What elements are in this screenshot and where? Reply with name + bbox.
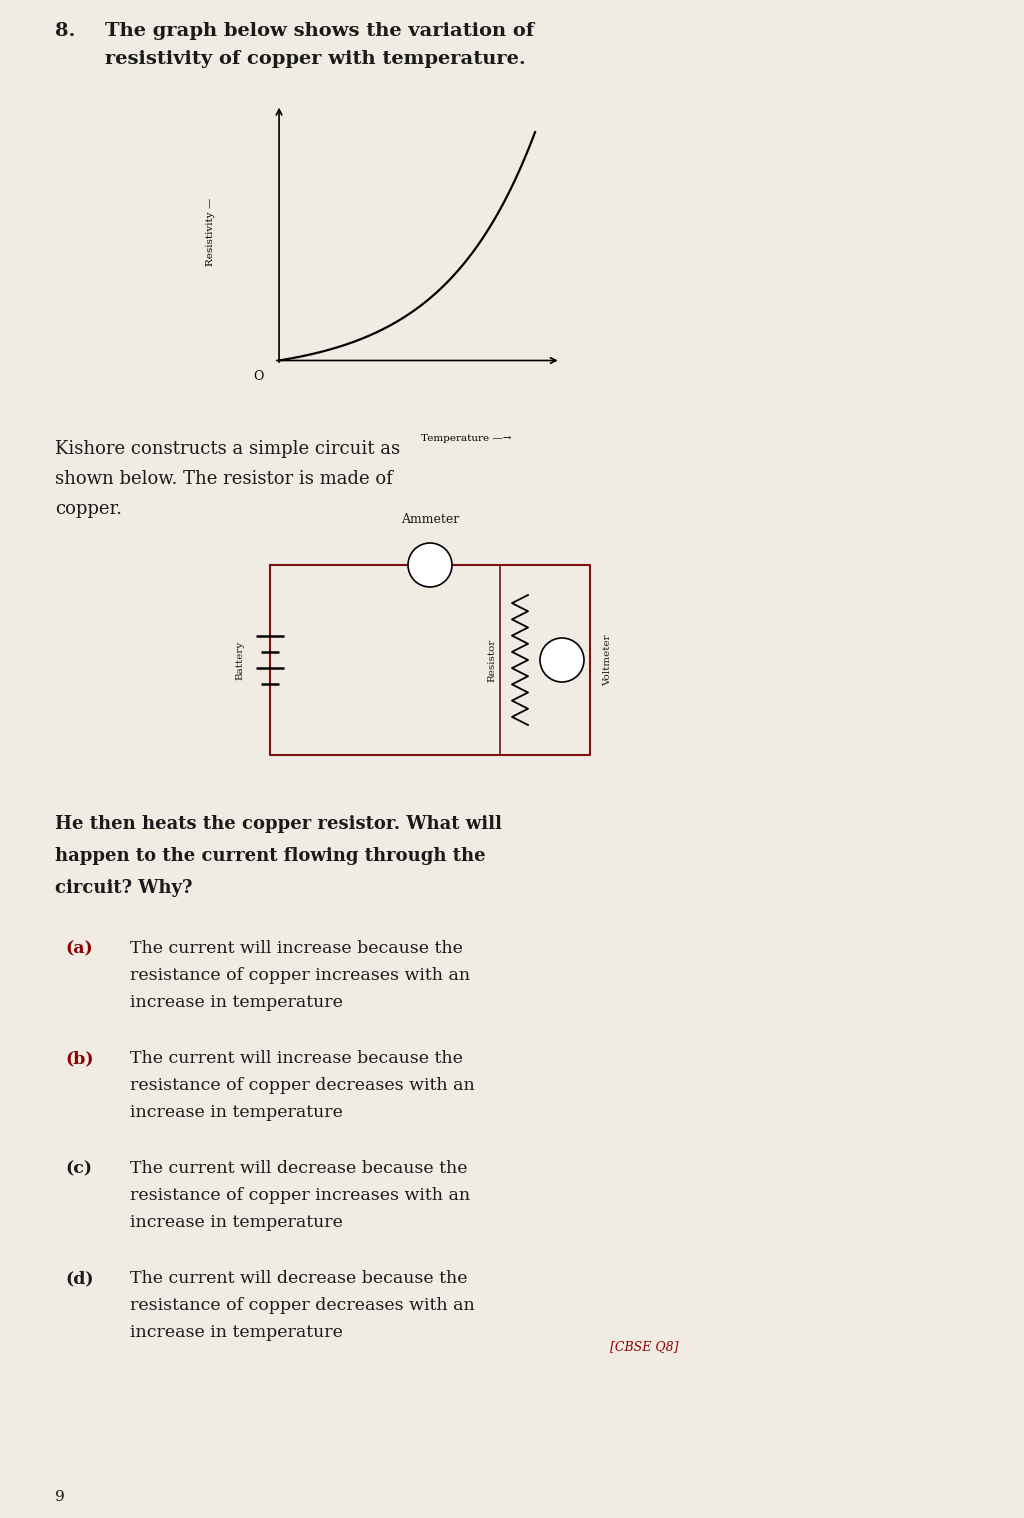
Text: The current will decrease because the: The current will decrease because the [130, 1271, 468, 1287]
Text: Ammeter: Ammeter [400, 513, 459, 527]
Text: resistance of copper increases with an: resistance of copper increases with an [130, 1187, 470, 1204]
Text: increase in temperature: increase in temperature [130, 994, 343, 1011]
Text: resistivity of copper with temperature.: resistivity of copper with temperature. [105, 50, 525, 68]
Circle shape [408, 543, 452, 587]
Text: increase in temperature: increase in temperature [130, 1324, 343, 1340]
Text: He then heats the copper resistor. What will: He then heats the copper resistor. What … [55, 815, 502, 833]
Text: Resistor: Resistor [487, 638, 497, 682]
Text: (a): (a) [65, 940, 92, 956]
Text: Kishore constructs a simple circuit as: Kishore constructs a simple circuit as [55, 440, 400, 458]
Text: 8.: 8. [55, 21, 76, 39]
Text: (c): (c) [65, 1160, 92, 1176]
Text: 9: 9 [55, 1491, 65, 1504]
Text: circuit? Why?: circuit? Why? [55, 879, 193, 897]
Text: increase in temperature: increase in temperature [130, 1104, 343, 1120]
Text: A: A [425, 559, 435, 571]
Text: increase in temperature: increase in temperature [130, 1214, 343, 1231]
Text: [CBSE Q8]: [CBSE Q8] [610, 1340, 679, 1353]
Text: The graph below shows the variation of: The graph below shows the variation of [105, 21, 535, 39]
Text: The current will increase because the: The current will increase because the [130, 1050, 463, 1067]
Text: resistance of copper increases with an: resistance of copper increases with an [130, 967, 470, 984]
Text: Voltmeter: Voltmeter [603, 635, 612, 686]
Text: The current will increase because the: The current will increase because the [130, 940, 463, 956]
Text: V: V [557, 654, 567, 666]
Text: copper.: copper. [55, 499, 122, 518]
Text: (d): (d) [65, 1271, 93, 1287]
Text: Temperature —→: Temperature —→ [421, 434, 511, 443]
Text: (b): (b) [65, 1050, 93, 1067]
Text: The current will decrease because the: The current will decrease because the [130, 1160, 468, 1176]
Text: resistance of copper decreases with an: resistance of copper decreases with an [130, 1296, 475, 1315]
Text: Battery: Battery [236, 641, 245, 680]
Text: resistance of copper decreases with an: resistance of copper decreases with an [130, 1076, 475, 1094]
Text: O: O [253, 369, 264, 383]
Text: Resistivity —: Resistivity — [207, 197, 215, 266]
Text: happen to the current flowing through the: happen to the current flowing through th… [55, 847, 485, 865]
Circle shape [540, 638, 584, 682]
Text: shown below. The resistor is made of: shown below. The resistor is made of [55, 471, 393, 487]
